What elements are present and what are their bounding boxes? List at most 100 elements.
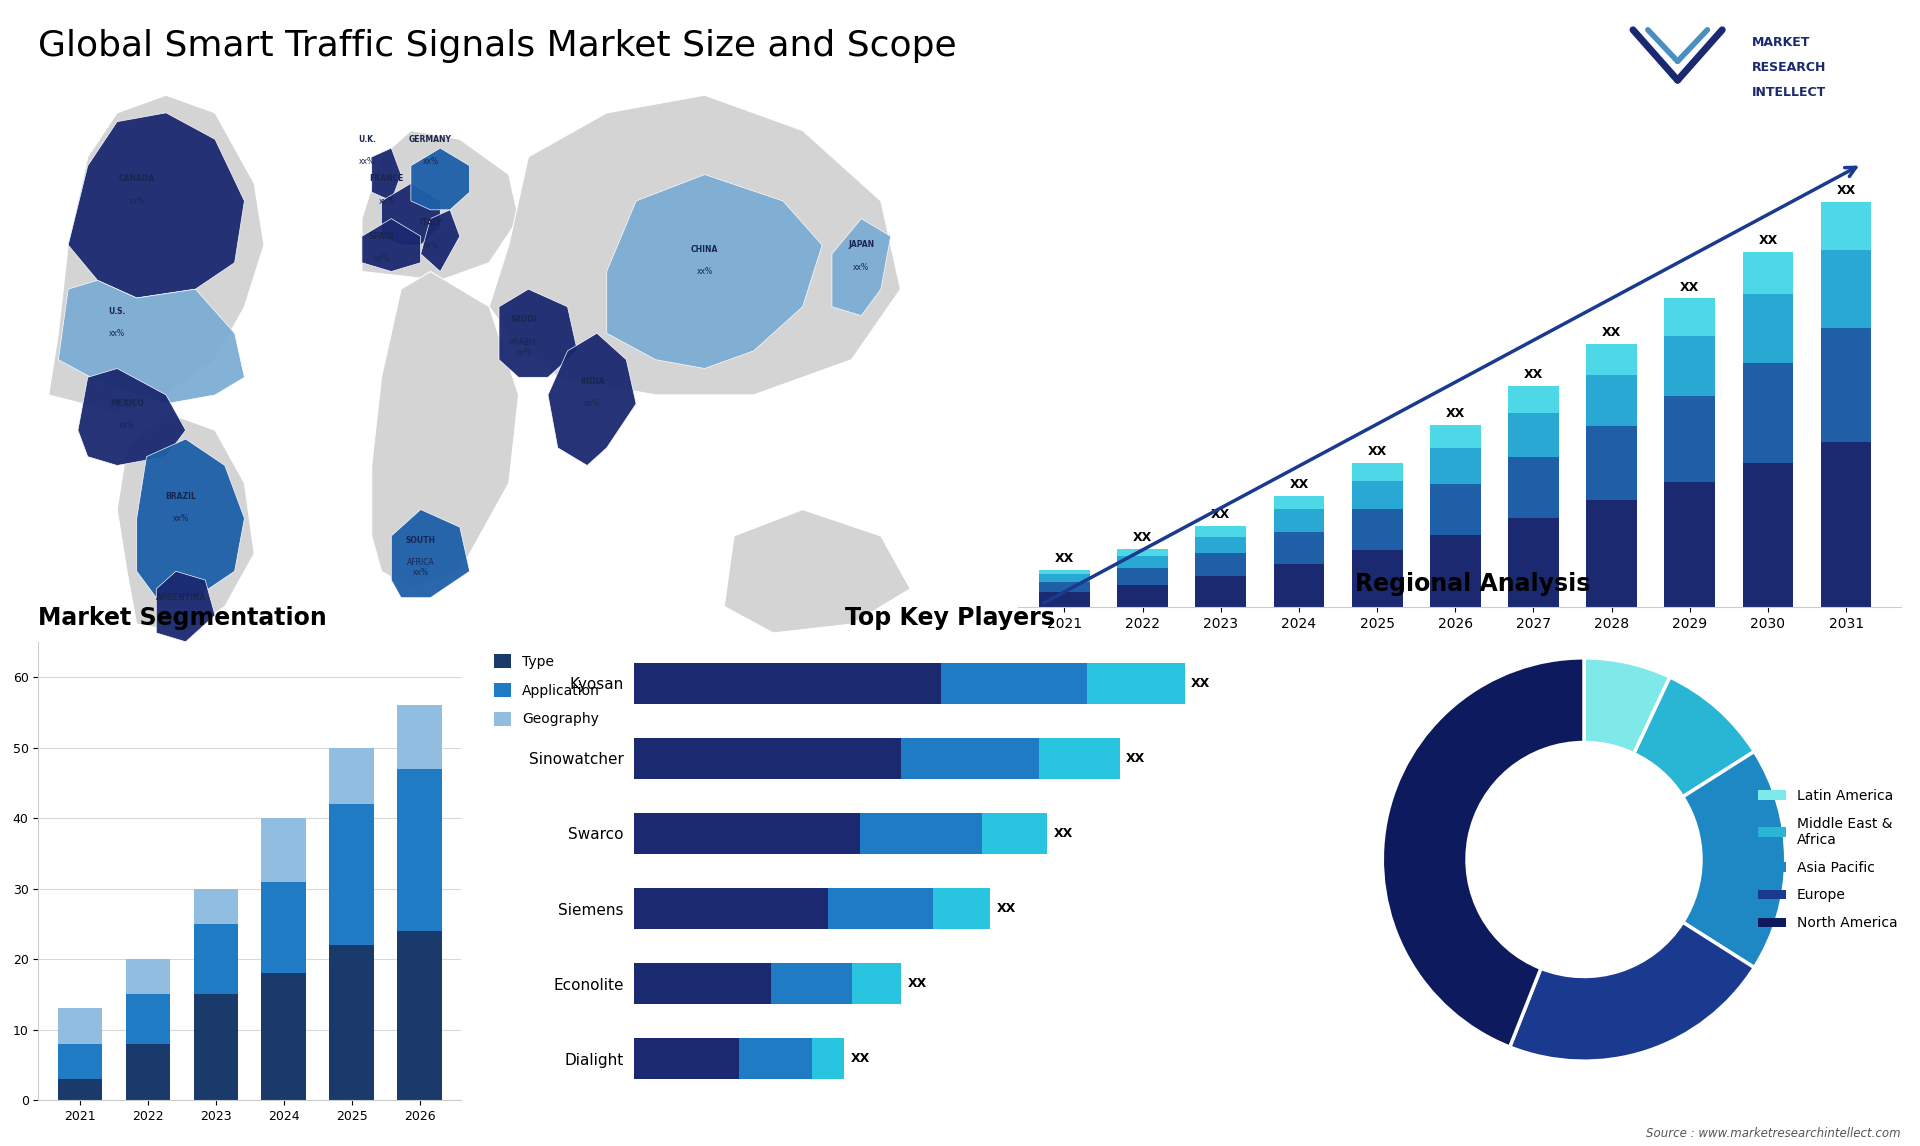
Bar (1273, 496, 1325, 509)
Bar (634, 738, 900, 779)
Bar (1039, 574, 1091, 582)
Bar (1273, 509, 1325, 532)
Text: ARGENTINA: ARGENTINA (156, 594, 205, 602)
Polygon shape (392, 510, 470, 598)
Bar (1586, 375, 1638, 426)
Text: GERMANY: GERMANY (409, 135, 451, 143)
Bar (1117, 556, 1167, 568)
Text: xx%: xx% (374, 254, 390, 262)
Polygon shape (420, 210, 461, 272)
Bar (634, 888, 828, 929)
Bar (1507, 456, 1559, 518)
Text: xx%: xx% (852, 262, 870, 272)
Legend: Latin America, Middle East &
Africa, Asia Pacific, Europe, North America: Latin America, Middle East & Africa, Asi… (1753, 783, 1903, 936)
Text: XX: XX (1212, 509, 1231, 521)
Text: xx%: xx% (378, 197, 394, 205)
Text: xx%: xx% (697, 267, 712, 276)
Polygon shape (831, 219, 891, 315)
Text: BRAZIL: BRAZIL (165, 492, 196, 501)
Title: Regional Analysis: Regional Analysis (1356, 572, 1592, 596)
Polygon shape (136, 439, 244, 598)
Bar (125, 995, 169, 1044)
Bar (1665, 336, 1715, 397)
Wedge shape (1634, 677, 1755, 796)
Bar (1196, 536, 1246, 554)
Text: ARABIA
xx%: ARABIA xx% (509, 338, 538, 358)
Bar (1430, 484, 1480, 535)
Bar (58, 1044, 102, 1080)
Polygon shape (382, 183, 440, 245)
Polygon shape (607, 174, 822, 369)
Bar (772, 963, 852, 1004)
Text: XX: XX (996, 902, 1016, 915)
Polygon shape (372, 148, 401, 201)
Bar (1820, 441, 1872, 607)
Bar (941, 662, 1087, 704)
Polygon shape (79, 369, 186, 465)
Bar (1117, 549, 1167, 556)
Text: xx%: xx% (109, 329, 125, 338)
Text: FRANCE: FRANCE (369, 174, 403, 183)
Polygon shape (361, 219, 420, 272)
Bar (1430, 425, 1480, 448)
Bar (261, 881, 305, 973)
Bar (1039, 592, 1091, 607)
Polygon shape (69, 112, 244, 298)
Bar (1820, 202, 1872, 250)
Polygon shape (361, 131, 518, 281)
Bar (397, 705, 442, 769)
Bar (1273, 532, 1325, 564)
Text: XX: XX (1601, 327, 1620, 339)
Bar (634, 813, 860, 854)
Bar (1507, 386, 1559, 413)
Bar (812, 1038, 845, 1080)
Bar (1039, 738, 1119, 779)
Text: XX: XX (1290, 478, 1309, 492)
Bar (330, 945, 374, 1100)
Text: XX: XX (1367, 445, 1386, 458)
Text: XX: XX (1680, 281, 1699, 293)
Bar (1273, 564, 1325, 607)
Legend: Type, Application, Geography: Type, Application, Geography (490, 649, 605, 732)
Text: XX: XX (1054, 552, 1073, 565)
Bar (1117, 584, 1167, 607)
Text: CHINA: CHINA (691, 245, 718, 254)
Bar (194, 924, 238, 995)
Bar (1117, 568, 1167, 584)
Wedge shape (1584, 658, 1670, 754)
Text: AFRICA
xx%: AFRICA xx% (407, 558, 434, 578)
Text: MARKET: MARKET (1751, 36, 1811, 49)
Bar (739, 1038, 812, 1080)
Text: RESEARCH: RESEARCH (1751, 61, 1826, 74)
Bar (397, 931, 442, 1100)
Bar (1743, 363, 1793, 463)
Bar (1743, 463, 1793, 607)
Bar (634, 662, 941, 704)
Bar (1586, 501, 1638, 607)
Bar (900, 738, 1039, 779)
Bar (1507, 518, 1559, 607)
Bar (1352, 550, 1402, 607)
Text: INTELLECT: INTELLECT (1751, 86, 1826, 100)
Bar (981, 813, 1046, 854)
Text: ITALY: ITALY (419, 219, 442, 227)
Bar (1039, 570, 1091, 574)
Polygon shape (499, 289, 578, 377)
Bar (852, 963, 900, 1004)
Bar (1586, 344, 1638, 375)
Bar (1039, 582, 1091, 592)
Wedge shape (1509, 923, 1755, 1061)
Bar (1087, 662, 1185, 704)
Text: xx%: xx% (422, 157, 438, 166)
Bar (933, 888, 991, 929)
Text: SOUTH: SOUTH (405, 536, 436, 544)
Text: SPAIN: SPAIN (369, 231, 394, 241)
Polygon shape (372, 272, 518, 589)
Text: XX: XX (1446, 408, 1465, 421)
Text: xx%: xx% (129, 197, 144, 205)
Bar (58, 1008, 102, 1044)
Text: JAPAN: JAPAN (849, 241, 874, 250)
Text: XX: XX (1524, 368, 1544, 382)
Bar (1820, 329, 1872, 441)
Bar (261, 973, 305, 1100)
